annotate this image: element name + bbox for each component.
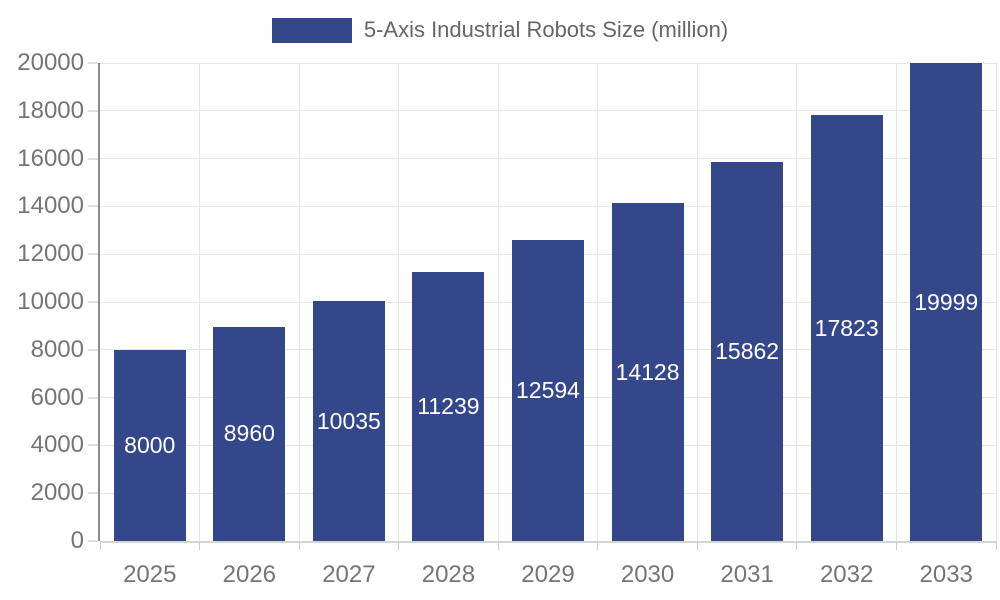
bar-value-label: 15862 xyxy=(715,337,780,364)
legend-label: 5-Axis Industrial Robots Size (million) xyxy=(363,17,729,42)
grid-line-vertical xyxy=(895,63,897,541)
bar: 8000 xyxy=(113,349,186,541)
x-axis-tick xyxy=(497,541,499,550)
grid-line-horizontal xyxy=(100,62,996,64)
bar: 15862 xyxy=(711,161,784,541)
y-tick-label: 16000 xyxy=(17,144,84,172)
bar-value-label: 8960 xyxy=(223,420,275,447)
bar: 8960 xyxy=(213,326,286,541)
plot-area: 8000 8960 10035 11239 12594 14128 15862 17823 19… xyxy=(88,62,997,543)
grid-line-vertical xyxy=(298,63,300,541)
y-axis-tick xyxy=(88,157,98,160)
y-axis-line xyxy=(98,63,100,541)
y-tick-label: 2000 xyxy=(30,479,84,507)
x-axis-line xyxy=(100,541,996,543)
grid-line-vertical xyxy=(796,63,798,541)
x-axis-tick xyxy=(696,541,698,550)
y-tick-label: 10000 xyxy=(17,288,84,315)
y-tick-label: 18000 xyxy=(17,96,84,124)
x-tick-label: 2029 xyxy=(521,561,575,588)
y-tick-label: 8000 xyxy=(30,335,84,363)
y-axis-tick xyxy=(88,348,98,351)
y-axis-tick xyxy=(88,109,98,112)
bar: 11239 xyxy=(412,272,485,541)
x-axis-tick xyxy=(597,541,599,550)
bar-value-label: 17823 xyxy=(814,314,879,341)
x-axis-tick xyxy=(995,541,997,550)
x-axis-tick xyxy=(895,541,897,550)
grid-line-vertical xyxy=(497,63,499,541)
grid-line-horizontal xyxy=(100,205,996,207)
bar-value-label: 12594 xyxy=(516,377,580,403)
legend-swatch xyxy=(271,17,352,43)
x-tick-label: 2026 xyxy=(222,561,277,588)
grid-line-vertical xyxy=(398,63,400,541)
grid-line-vertical xyxy=(995,63,997,541)
y-axis-tick xyxy=(88,540,98,542)
x-axis-tick xyxy=(398,541,400,550)
bar-value-label: 19999 xyxy=(914,288,979,315)
bar: 17823 xyxy=(810,115,883,541)
bar-value-label: 11239 xyxy=(417,393,480,420)
grid-line-vertical xyxy=(696,63,698,541)
bar: 14128 xyxy=(611,203,684,541)
bar-value-label: 14128 xyxy=(615,358,680,385)
y-axis-tick xyxy=(88,62,98,64)
grid-line-vertical xyxy=(199,63,201,541)
x-axis-tick xyxy=(796,541,798,550)
y-axis-tick xyxy=(88,253,98,256)
y-axis-tick xyxy=(88,396,98,399)
bar-value-label: 8000 xyxy=(124,431,176,458)
y-axis-tick xyxy=(88,205,98,208)
y-tick-label: 0 xyxy=(70,527,84,554)
x-tick-label: 2031 xyxy=(720,561,774,588)
y-axis-tick xyxy=(88,301,98,303)
chart-legend: 5-Axis Industrial Robots Size (million) xyxy=(0,17,1000,43)
y-tick-label: 12000 xyxy=(17,240,84,268)
x-tick-label: 2027 xyxy=(322,561,376,588)
y-axis-tick xyxy=(88,444,98,447)
x-tick-label: 2032 xyxy=(819,561,874,588)
x-axis-tick xyxy=(99,541,101,550)
y-tick-label: 4000 xyxy=(30,431,84,459)
bar: 12594 xyxy=(512,240,584,541)
grid-line-horizontal xyxy=(100,110,996,112)
y-axis-tick xyxy=(88,492,98,495)
x-tick-label: 2025 xyxy=(123,561,177,588)
x-axis-tick xyxy=(199,541,201,550)
x-axis-tick xyxy=(298,541,300,550)
y-tick-label: 14000 xyxy=(17,192,84,220)
bar: 10035 xyxy=(312,301,385,541)
bar: 19999 xyxy=(910,63,983,541)
y-tick-label: 6000 xyxy=(30,383,84,411)
x-tick-label: 2033 xyxy=(919,561,973,588)
grid-line-horizontal xyxy=(100,158,996,160)
bar-value-label: 10035 xyxy=(316,407,381,434)
grid-line-vertical xyxy=(597,63,599,541)
y-tick-label: 20000 xyxy=(17,49,84,76)
x-tick-label: 2030 xyxy=(620,561,675,588)
x-tick-label: 2028 xyxy=(421,561,476,588)
